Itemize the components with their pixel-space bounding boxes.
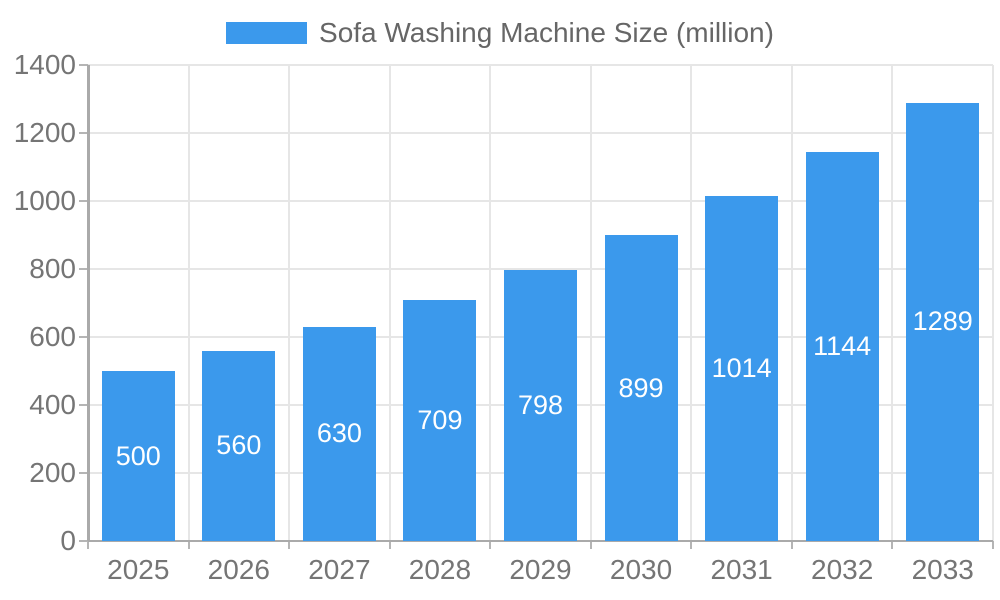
y-tick bbox=[79, 472, 88, 474]
bar-2032[interactable]: 1144 bbox=[805, 152, 879, 541]
x-axis-line bbox=[88, 540, 993, 542]
y-tick-label: 800 bbox=[29, 253, 76, 284]
x-tick bbox=[992, 541, 994, 549]
x-tick bbox=[87, 541, 89, 549]
x-tick-label: 2029 bbox=[509, 554, 572, 585]
y-tick bbox=[79, 404, 88, 406]
bar-2029[interactable]: 798 bbox=[504, 269, 577, 541]
legend-label: Sofa Washing Machine Size (million) bbox=[319, 17, 774, 48]
x-tick-label: 2033 bbox=[911, 554, 974, 585]
x-tick bbox=[589, 541, 592, 549]
legend-swatch bbox=[226, 22, 308, 44]
bar-value-label: 500 bbox=[115, 440, 161, 471]
y-tick-label: 0 bbox=[60, 525, 76, 556]
y-tick bbox=[79, 200, 88, 202]
bar-2025[interactable]: 500 bbox=[101, 371, 175, 541]
bar-2031[interactable]: 1014 bbox=[705, 196, 779, 541]
bar-value-label: 1289 bbox=[912, 306, 973, 337]
v-gridline bbox=[891, 65, 894, 541]
h-gridline bbox=[88, 268, 993, 270]
y-tick-label: 1400 bbox=[13, 49, 76, 80]
x-tick-label: 2030 bbox=[609, 554, 673, 585]
bar-value-label: 899 bbox=[618, 372, 664, 403]
x-tick bbox=[187, 541, 190, 549]
bar-value-label: 1144 bbox=[813, 331, 872, 361]
h-gridline bbox=[88, 64, 993, 66]
v-gridline bbox=[790, 65, 793, 541]
x-tick bbox=[690, 541, 693, 549]
v-gridline bbox=[690, 65, 693, 541]
bar-value-label: 560 bbox=[216, 430, 262, 461]
bar-2028[interactable]: 709 bbox=[403, 299, 477, 541]
y-tick bbox=[79, 64, 88, 66]
bar-2033[interactable]: 1289 bbox=[906, 102, 980, 541]
bar-value-label: 1014 bbox=[711, 353, 772, 384]
v-gridline bbox=[589, 65, 592, 541]
bar-2027[interactable]: 630 bbox=[302, 326, 376, 541]
x-tick bbox=[388, 541, 391, 549]
v-gridline bbox=[992, 65, 994, 541]
y-axis-line bbox=[87, 65, 90, 541]
bar-value-label: 798 bbox=[517, 389, 564, 420]
h-gridline bbox=[88, 200, 993, 202]
y-tick bbox=[79, 336, 88, 338]
y-tick-label: 1200 bbox=[13, 117, 76, 148]
y-tick bbox=[79, 268, 88, 270]
y-tick bbox=[79, 540, 88, 542]
legend[interactable]: Sofa Washing Machine Size (million) bbox=[0, 15, 1000, 51]
x-tick bbox=[288, 541, 291, 549]
x-tick-label: 2032 bbox=[811, 554, 874, 585]
x-tick bbox=[790, 541, 793, 549]
y-tick-label: 1000 bbox=[13, 185, 76, 216]
x-tick bbox=[891, 541, 894, 549]
y-tick-label: 200 bbox=[29, 457, 76, 488]
bar-value-label: 630 bbox=[316, 418, 362, 449]
h-gridline bbox=[88, 132, 993, 134]
x-tick bbox=[489, 541, 492, 549]
x-tick-label: 2026 bbox=[207, 554, 270, 585]
v-gridline bbox=[187, 65, 190, 541]
v-gridline bbox=[388, 65, 391, 541]
v-gridline bbox=[288, 65, 291, 541]
x-tick-label: 2027 bbox=[308, 554, 371, 585]
x-tick-label: 2031 bbox=[710, 554, 773, 585]
y-tick-label: 400 bbox=[29, 389, 76, 420]
x-tick-label: 2028 bbox=[408, 554, 472, 585]
bar-2026[interactable]: 560 bbox=[202, 350, 276, 541]
x-tick-label: 2025 bbox=[107, 554, 170, 585]
y-tick bbox=[79, 132, 88, 134]
bar-value-label: 709 bbox=[417, 404, 463, 435]
y-tick-label: 600 bbox=[29, 321, 76, 352]
v-gridline bbox=[489, 65, 492, 541]
bar-2030[interactable]: 899 bbox=[604, 235, 678, 541]
